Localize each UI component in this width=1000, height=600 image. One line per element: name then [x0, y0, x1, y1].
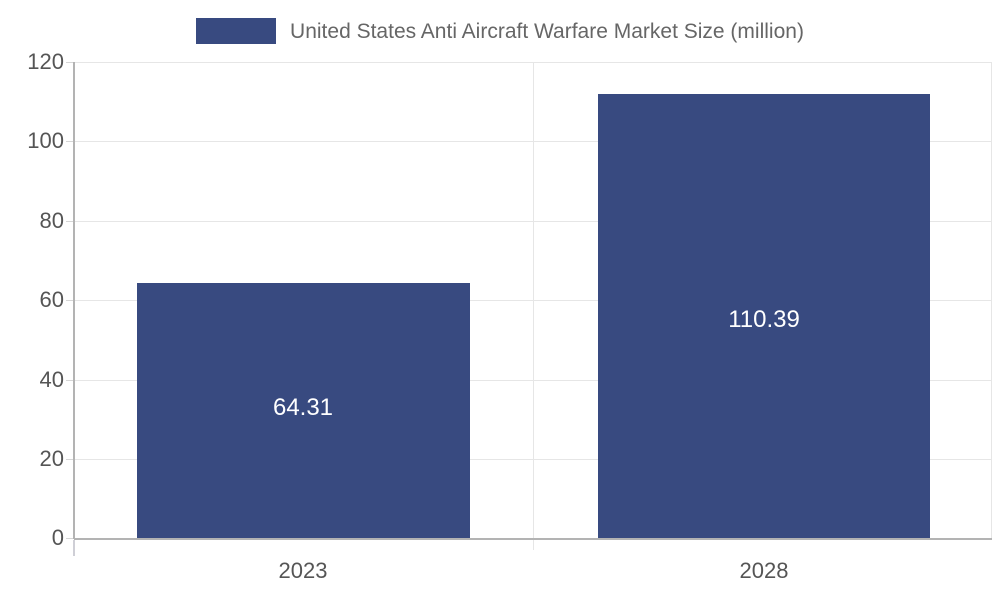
y-axis-tick-mark	[66, 538, 74, 539]
y-axis-line-extension	[73, 540, 75, 556]
y-axis-tick-label: 40	[39, 367, 64, 392]
y-axis-tick-label: 80	[39, 208, 64, 233]
y-axis-tick-label: 20	[39, 446, 64, 471]
legend-item[interactable]: United States Anti Aircraft Warfare Mark…	[196, 18, 804, 44]
y-axis-tick-mark	[66, 221, 74, 222]
y-axis-tick-mark	[66, 380, 74, 381]
legend-color-swatch	[196, 18, 277, 44]
y-axis-tick-mark	[66, 141, 74, 142]
legend-label: United States Anti Aircraft Warfare Mark…	[290, 19, 804, 43]
y-axis-tick-label: 100	[27, 128, 64, 153]
y-axis-tick-label: 0	[51, 525, 64, 550]
x-axis-line	[74, 538, 992, 540]
bar-2028[interactable]	[598, 94, 930, 538]
y-axis-tick-mark	[66, 62, 74, 63]
plot-area: 64.31 110.39	[74, 62, 992, 550]
y-axis-tick-mark	[66, 459, 74, 460]
chart-legend: United States Anti Aircraft Warfare Mark…	[0, 0, 1000, 62]
gridline-vertical	[533, 62, 534, 550]
y-axis-tick-mark	[66, 300, 74, 301]
x-axis-tick-label: 2028	[739, 558, 789, 583]
x-axis-tick-label: 2023	[278, 558, 328, 583]
y-axis-tick-label: 60	[39, 287, 64, 312]
gridline-vertical	[991, 62, 992, 538]
y-axis-tick-label: 120	[27, 49, 64, 74]
bar-2023[interactable]	[137, 283, 470, 538]
y-axis-line	[73, 62, 75, 539]
